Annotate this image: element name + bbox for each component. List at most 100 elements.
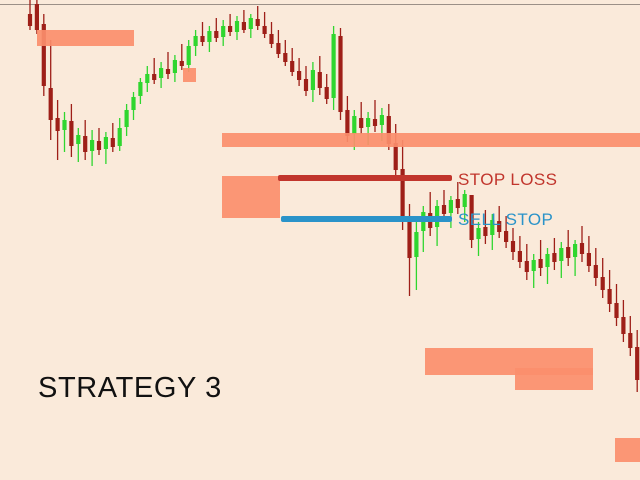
candle-body: [76, 135, 81, 144]
candle-body: [483, 227, 488, 236]
supply-zone-4: [222, 176, 280, 218]
candle-body: [269, 34, 274, 44]
candle-body: [186, 46, 191, 65]
supply-zone-2: [183, 68, 196, 82]
candle-body: [635, 347, 640, 380]
candle-body: [27, 14, 33, 26]
candle-body: [517, 251, 522, 262]
stop-loss-line[interactable]: [278, 175, 452, 181]
supply-zone-1: [37, 30, 134, 46]
candle-body: [131, 97, 136, 110]
candle-body: [621, 317, 626, 334]
candle-body: [393, 143, 398, 170]
page-title: STRATEGY 3: [38, 372, 222, 404]
candle-body: [448, 200, 453, 213]
candle-body: [234, 21, 240, 32]
candle-body: [117, 128, 122, 146]
candle-body: [221, 26, 226, 37]
candle-body: [241, 22, 246, 30]
top-border-rule: [0, 4, 640, 5]
candle-body: [62, 120, 67, 130]
candle-body: [352, 116, 357, 134]
stop-loss-label: STOP LOSS: [458, 170, 558, 189]
sell-stop-label: SELL STOP: [458, 210, 554, 229]
candle-body: [41, 24, 46, 86]
candle-body: [628, 333, 633, 348]
candle-body: [297, 71, 302, 80]
candle-body: [103, 137, 108, 149]
candle-body: [614, 303, 619, 318]
candle-body: [200, 36, 205, 42]
candle-body: [290, 61, 295, 72]
candle-body: [145, 74, 150, 83]
candle-body: [248, 18, 253, 29]
candle-body: [165, 69, 171, 74]
candle-body: [566, 247, 571, 258]
candle-body: [55, 118, 60, 131]
candle-body: [338, 36, 343, 112]
candle-body: [255, 19, 260, 26]
supply-zone-6: [515, 368, 593, 390]
candle-body: [159, 68, 164, 78]
candle-body: [559, 248, 564, 261]
candle-body: [469, 195, 474, 240]
candle-body: [214, 31, 219, 38]
candle-body: [400, 169, 405, 222]
candle-body: [538, 259, 543, 268]
candle-body: [48, 88, 53, 120]
candle-body: [462, 194, 467, 207]
sell-stop-line[interactable]: [281, 216, 452, 222]
candle-body: [83, 136, 88, 152]
supply-zone-3: [222, 133, 640, 147]
candle-body: [510, 241, 516, 252]
candle-body: [124, 110, 129, 127]
candle-body: [303, 79, 309, 91]
candle-body: [96, 141, 102, 150]
candle-body: [90, 140, 95, 151]
candle-body: [593, 265, 598, 278]
candle-body: [607, 289, 612, 304]
candle-body: [262, 26, 267, 34]
candle-body: [228, 26, 233, 32]
candle-body: [193, 36, 198, 46]
candle-body: [110, 138, 115, 147]
candle-body: [414, 232, 419, 257]
candle-body: [497, 221, 502, 232]
candle-body: [345, 110, 350, 136]
candle-body: [331, 34, 336, 98]
candle-body: [372, 119, 378, 126]
candle-body: [386, 116, 391, 144]
candle-body: [531, 260, 536, 271]
candle-body: [276, 43, 281, 54]
candle-body: [552, 253, 557, 262]
candle-body: [310, 70, 315, 90]
candle-body: [138, 82, 143, 96]
candle-body: [152, 74, 157, 80]
candle-body: [579, 243, 585, 254]
candle-body: [69, 121, 74, 146]
candle-body: [455, 199, 460, 208]
candle-body: [379, 115, 384, 125]
candle-body: [172, 60, 177, 73]
candle-body: [545, 254, 550, 267]
candle-body: [573, 244, 578, 257]
candle-body: [283, 53, 288, 62]
candle-body: [179, 61, 184, 66]
candle-body: [600, 277, 605, 290]
candle-body: [490, 220, 495, 235]
candle-body: [359, 118, 364, 128]
candle-body: [207, 31, 212, 42]
candle-body: [366, 118, 371, 127]
candle-body: [476, 228, 481, 239]
candle-body: [441, 205, 447, 214]
candle-body: [317, 72, 322, 88]
supply-zone-7: [615, 438, 640, 462]
candle-body: [504, 231, 509, 242]
candle-body: [324, 87, 329, 99]
candle-body: [34, 4, 39, 30]
candle-body: [407, 221, 412, 258]
candle-body: [586, 253, 591, 266]
candle-body: [524, 261, 529, 272]
